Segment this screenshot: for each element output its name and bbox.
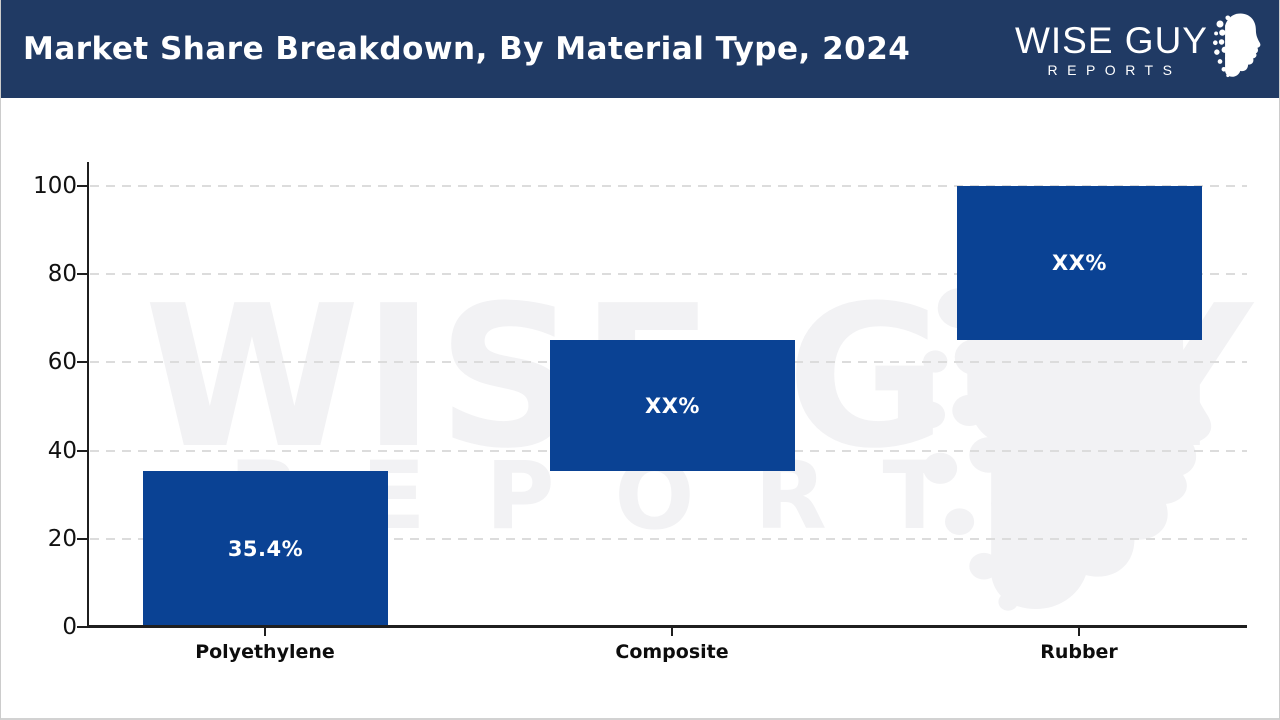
- logo: WISE GUY REPORTS: [1015, 10, 1267, 88]
- y-tick-mark: [77, 538, 87, 540]
- x-axis-label: Composite: [615, 641, 729, 663]
- bar-value-label: 35.4%: [227, 537, 304, 561]
- y-tick-label: 0: [62, 614, 77, 640]
- bar-value-label: XX%: [645, 393, 700, 418]
- bar-value-label: XX%: [1052, 251, 1107, 275]
- logo-text: WISE GUY REPORTS: [1015, 22, 1208, 77]
- x-tick-mark: [264, 628, 266, 636]
- logo-wordmark: WISE GUY: [1014, 19, 1208, 61]
- y-tick-mark: [77, 185, 87, 187]
- y-tick-label: 100: [33, 173, 77, 199]
- y-tick-mark: [77, 273, 87, 275]
- y-axis-line: [87, 162, 89, 628]
- bar: 35.4%: [143, 471, 388, 627]
- header: Market Share Breakdown, By Material Type…: [1, 0, 1279, 98]
- bar: XX%: [957, 186, 1202, 340]
- gridline: [90, 185, 1247, 187]
- x-axis-label: Rubber: [1040, 641, 1118, 663]
- x-tick-mark: [671, 628, 673, 636]
- x-axis-label: Polyethylene: [195, 641, 335, 663]
- y-tick-label: 40: [47, 438, 77, 464]
- y-tick-mark: [77, 626, 87, 628]
- y-tick-mark: [77, 361, 87, 363]
- x-tick-mark: [1078, 628, 1080, 636]
- bar: XX%: [550, 340, 795, 471]
- logo-face-icon: [1212, 13, 1261, 78]
- x-axis-line: [87, 625, 1247, 628]
- y-tick-mark: [77, 450, 87, 452]
- y-tick-label: 20: [47, 526, 77, 552]
- y-tick-label: 60: [47, 349, 77, 375]
- gridline: [90, 538, 1247, 540]
- gridline: [90, 273, 1247, 275]
- y-tick-label: 80: [47, 261, 77, 287]
- page-title: Market Share Breakdown, By Material Type…: [23, 31, 911, 67]
- logo-subtitle: REPORTS: [1047, 61, 1182, 78]
